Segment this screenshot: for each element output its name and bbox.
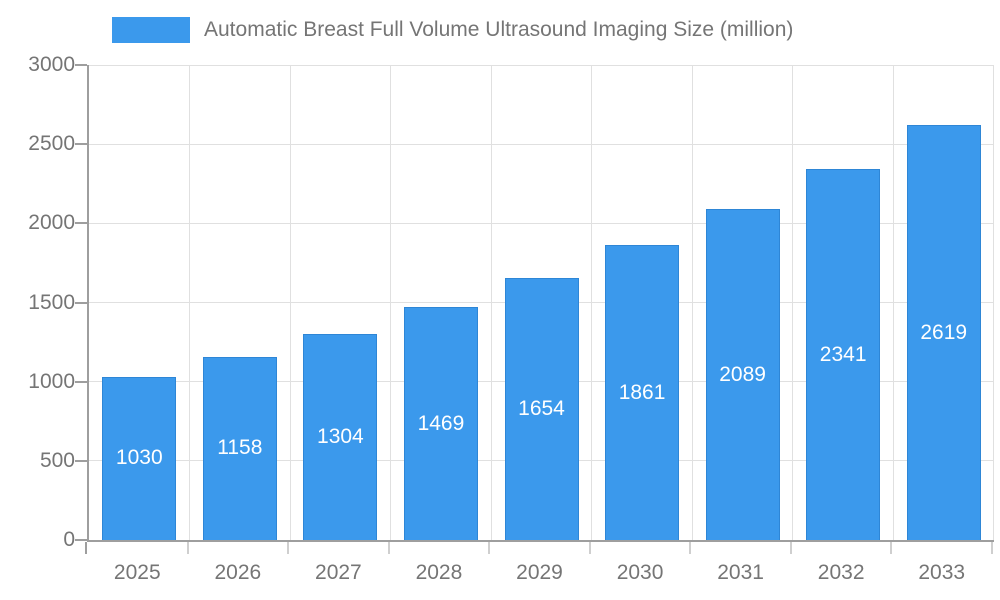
bar-2027[interactable]: 1304 <box>303 333 378 540</box>
x-gridline <box>289 65 291 540</box>
y-axis-tick <box>75 64 87 66</box>
y-axis-tick <box>75 459 87 462</box>
x-axis-tick <box>85 542 87 554</box>
x-gridline <box>892 65 894 540</box>
x-axis-tick-label: 2030 <box>616 561 664 584</box>
bar-2028[interactable]: 1469 <box>403 307 478 540</box>
x-axis-tick-label: 2029 <box>516 561 563 584</box>
x-axis-tick <box>991 542 993 554</box>
y-axis-tick-label: 2500 <box>28 132 75 156</box>
y-axis-tick-label: 1000 <box>28 369 75 393</box>
x-axis-tick <box>186 542 189 554</box>
bar-2026[interactable]: 1158 <box>202 356 277 540</box>
x-axis-tick-label: 2028 <box>415 561 463 584</box>
bar-value-label: 2089 <box>719 362 766 386</box>
x-axis-tick <box>789 542 792 554</box>
bar-2029[interactable]: 1654 <box>504 278 579 540</box>
y-axis-tick-label: 3000 <box>28 53 75 76</box>
x-gridline <box>591 65 593 540</box>
y-axis-tick-label: 2000 <box>28 211 75 235</box>
x-gridline <box>390 65 392 540</box>
y-axis-tick <box>75 380 87 383</box>
x-axis-tick-label: 2025 <box>113 561 161 584</box>
x-axis-tick-label: 2032 <box>817 561 865 584</box>
y-axis-tick <box>75 143 87 146</box>
bar-value-label: 1158 <box>217 436 263 460</box>
y-gridline <box>89 222 994 224</box>
bar-value-label: 1304 <box>317 424 364 448</box>
bar-value-label: 1469 <box>417 411 465 435</box>
x-axis-tick-label: 2026 <box>214 561 262 584</box>
y-axis-tick <box>75 301 87 304</box>
bar-value-label: 1030 <box>115 446 163 470</box>
x-axis-tick <box>387 542 390 554</box>
y-axis-tick-label: 0 <box>63 528 75 551</box>
x-axis-tick-label: 2027 <box>315 561 362 584</box>
bar-2025[interactable]: 1030 <box>102 376 177 540</box>
y-axis-tick <box>75 539 87 541</box>
x-gridline <box>490 65 492 540</box>
y-axis-tick <box>75 222 87 225</box>
x-axis-tick <box>588 542 591 554</box>
x-gridline <box>993 65 994 540</box>
chart-legend[interactable]: Automatic Breast Full Volume Ultrasound … <box>112 17 793 43</box>
plot-area: 1030 1158 1304 1469 1654 1861 2089 2341 2619 <box>87 65 994 542</box>
bar-value-label: 2619 <box>920 320 968 344</box>
x-gridline <box>189 65 191 540</box>
bar-2031[interactable]: 2089 <box>705 209 780 540</box>
legend-label: Automatic Breast Full Volume Ultrasound … <box>204 18 794 41</box>
x-axis-tick-label: 2031 <box>717 561 764 584</box>
bar-value-label: 2341 <box>819 342 867 366</box>
y-gridline <box>89 65 994 66</box>
bar-2032[interactable]: 2341 <box>806 169 881 540</box>
x-gridline <box>792 65 794 540</box>
bar-2030[interactable]: 1861 <box>605 245 680 540</box>
x-axis-tick <box>488 542 491 554</box>
x-axis-tick <box>287 542 290 554</box>
legend-swatch-icon <box>112 17 190 43</box>
bar-value-label: 1861 <box>618 380 666 404</box>
bar-2033[interactable]: 2619 <box>906 125 981 540</box>
x-axis-tick <box>890 542 893 554</box>
y-gridline <box>89 143 994 145</box>
y-axis-tick-label: 1500 <box>28 290 75 314</box>
bar-value-label: 1654 <box>518 397 565 421</box>
x-axis-tick-label: 2033 <box>918 561 966 584</box>
y-axis-tick-label: 500 <box>39 448 75 472</box>
x-axis-tick <box>689 542 692 554</box>
x-gridline <box>691 65 693 540</box>
